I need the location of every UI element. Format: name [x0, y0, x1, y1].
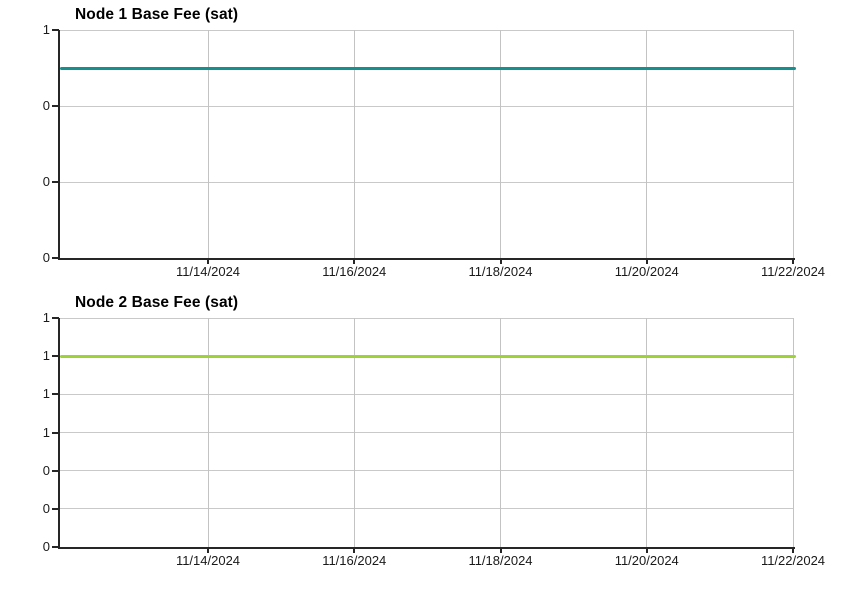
chart1-series-line	[60, 66, 796, 70]
y-tick-label: 0	[42, 250, 50, 265]
y-tick-mark	[52, 431, 59, 434]
y-tick-label: 0	[42, 98, 50, 113]
x-tick-mark	[353, 258, 356, 264]
y-tick-mark	[52, 546, 59, 548]
x-gridline	[353, 30, 355, 258]
x-tick-mark	[499, 258, 502, 264]
chart2-series-line	[60, 354, 796, 358]
x-gridline	[500, 318, 501, 547]
x-tick-mark	[207, 258, 209, 264]
y-gridline	[60, 105, 793, 107]
y-tick-label: 0	[42, 539, 50, 554]
y-tick-label: 1	[42, 424, 50, 440]
x-tick-mark	[792, 547, 794, 553]
y-tick-label: 1	[42, 22, 50, 37]
x-tick-label: 11/22/2024	[760, 553, 826, 568]
y-tick-mark	[52, 29, 59, 31]
y-tick-label: 0	[42, 500, 50, 516]
y-gridline	[60, 393, 793, 395]
chart1-title: Node 1 Base Fee (sat)	[75, 6, 239, 23]
y-gridline	[60, 470, 793, 472]
x-tick-mark	[645, 258, 648, 264]
y-gridline	[60, 432, 793, 433]
x-tick-label: 11/20/2024	[614, 264, 679, 279]
x-tick-mark	[499, 547, 502, 553]
x-gridline	[207, 318, 209, 547]
y-gridline	[60, 181, 793, 183]
y-gridline	[60, 508, 793, 510]
x-gridline	[792, 318, 794, 547]
x-tick-label: 11/22/2024	[760, 264, 826, 279]
x-axis-line	[58, 257, 795, 260]
y-tick-mark	[52, 393, 59, 396]
x-axis-line	[58, 546, 795, 549]
y-tick-mark	[52, 181, 59, 183]
x-tick-mark	[207, 547, 209, 553]
y-tick-label: 0	[42, 174, 50, 189]
x-tick-mark	[645, 547, 648, 553]
chart2-title: Node 2 Base Fee (sat)	[75, 294, 239, 311]
x-gridline	[646, 318, 648, 547]
y-tick-mark	[52, 469, 59, 472]
y-axis-line	[58, 30, 60, 259]
x-tick-label: 11/18/2024	[468, 264, 533, 279]
x-gridline	[353, 318, 355, 547]
y-gridline	[60, 29, 793, 31]
x-tick-label: 11/16/2024	[322, 264, 387, 279]
y-tick-label: 1	[42, 310, 50, 325]
x-gridline	[792, 30, 794, 258]
y-tick-mark	[52, 105, 59, 107]
y-tick-mark	[52, 507, 59, 510]
y-tick-mark	[52, 257, 59, 259]
x-gridline	[500, 30, 501, 258]
y-tick-label: 1	[42, 386, 50, 402]
x-tick-mark	[792, 258, 794, 264]
x-gridline	[646, 30, 648, 258]
x-tick-label: 11/18/2024	[468, 553, 533, 568]
y-tick-mark	[52, 355, 59, 358]
x-tick-label: 11/20/2024	[614, 553, 679, 568]
y-tick-label: 1	[42, 348, 50, 364]
y-tick-mark	[52, 317, 59, 319]
x-tick-mark	[353, 547, 356, 553]
x-tick-label: 11/16/2024	[322, 553, 387, 568]
x-tick-label: 11/14/2024	[175, 553, 241, 568]
y-axis-line	[58, 318, 60, 548]
y-gridline	[60, 317, 793, 319]
x-gridline	[207, 30, 209, 258]
x-tick-label: 11/14/2024	[175, 264, 241, 279]
y-tick-label: 0	[42, 462, 50, 478]
